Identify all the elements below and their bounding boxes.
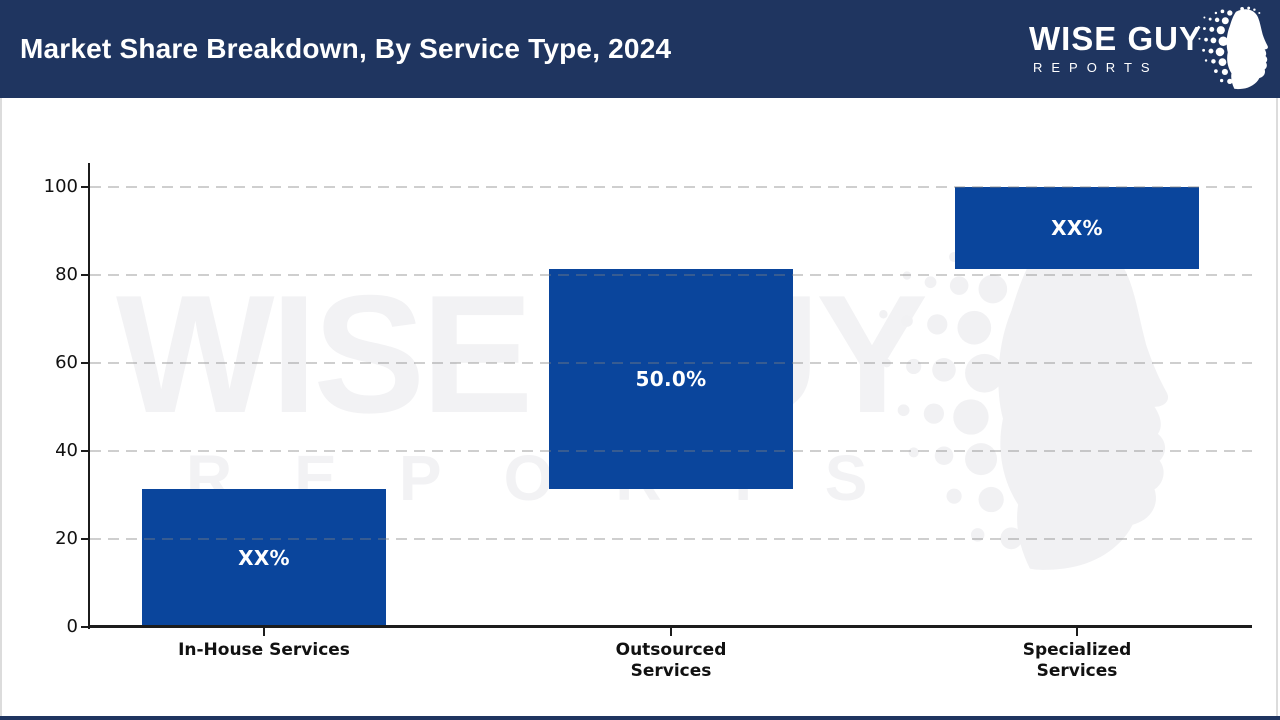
y-tick-mark [81, 450, 89, 452]
y-tick-mark [81, 274, 89, 276]
x-category-label: In-House Services [178, 640, 350, 660]
gridline [90, 362, 1252, 364]
header-bar: Market Share Breakdown, By Service Type,… [0, 0, 1280, 98]
y-tick-label: 40 [55, 440, 78, 461]
x-tick-mark [1076, 628, 1078, 636]
dot-face-profile-icon [1190, 6, 1268, 90]
page-left-border [0, 98, 2, 720]
brand-logo: WISE GUY REPORTS [1029, 6, 1268, 90]
y-axis-line [88, 163, 90, 629]
logo-name: WISE GUY [1028, 20, 1202, 57]
x-category-label: Specialized Services [1022, 640, 1132, 681]
x-category-label: Outsourced Services [615, 640, 727, 681]
footer-bar [0, 716, 1280, 720]
logo-subtitle: REPORTS [1032, 60, 1159, 75]
y-tick-label: 0 [66, 616, 78, 637]
page-title: Market Share Breakdown, By Service Type,… [20, 33, 672, 64]
x-tick-mark [670, 628, 672, 636]
bar-segment: XX% [955, 187, 1199, 269]
y-tick-mark [81, 626, 89, 628]
x-axis-line [88, 625, 1252, 628]
x-tick-mark [263, 628, 265, 636]
y-tick-label: 80 [55, 264, 78, 285]
gridline [90, 538, 1252, 540]
bar-value-label: XX% [238, 545, 290, 570]
y-tick-mark [81, 538, 89, 540]
page-right-border [1276, 98, 1278, 720]
gridline [90, 274, 1252, 276]
bar-value-label: XX% [1051, 215, 1103, 240]
y-tick-label: 100 [43, 176, 78, 197]
y-tick-label: 20 [55, 528, 78, 549]
logo-wordmark: WISE GUY REPORTS [1028, 20, 1202, 76]
bar-value-label: 50.0% [635, 366, 707, 391]
y-tick-mark [81, 186, 89, 188]
y-tick-mark [81, 362, 89, 364]
y-tick-label: 60 [55, 352, 78, 373]
bar-segment: XX% [142, 488, 386, 627]
gridline [90, 186, 1252, 188]
bar-segment: 50.0% [549, 268, 793, 489]
gridline [90, 450, 1252, 452]
